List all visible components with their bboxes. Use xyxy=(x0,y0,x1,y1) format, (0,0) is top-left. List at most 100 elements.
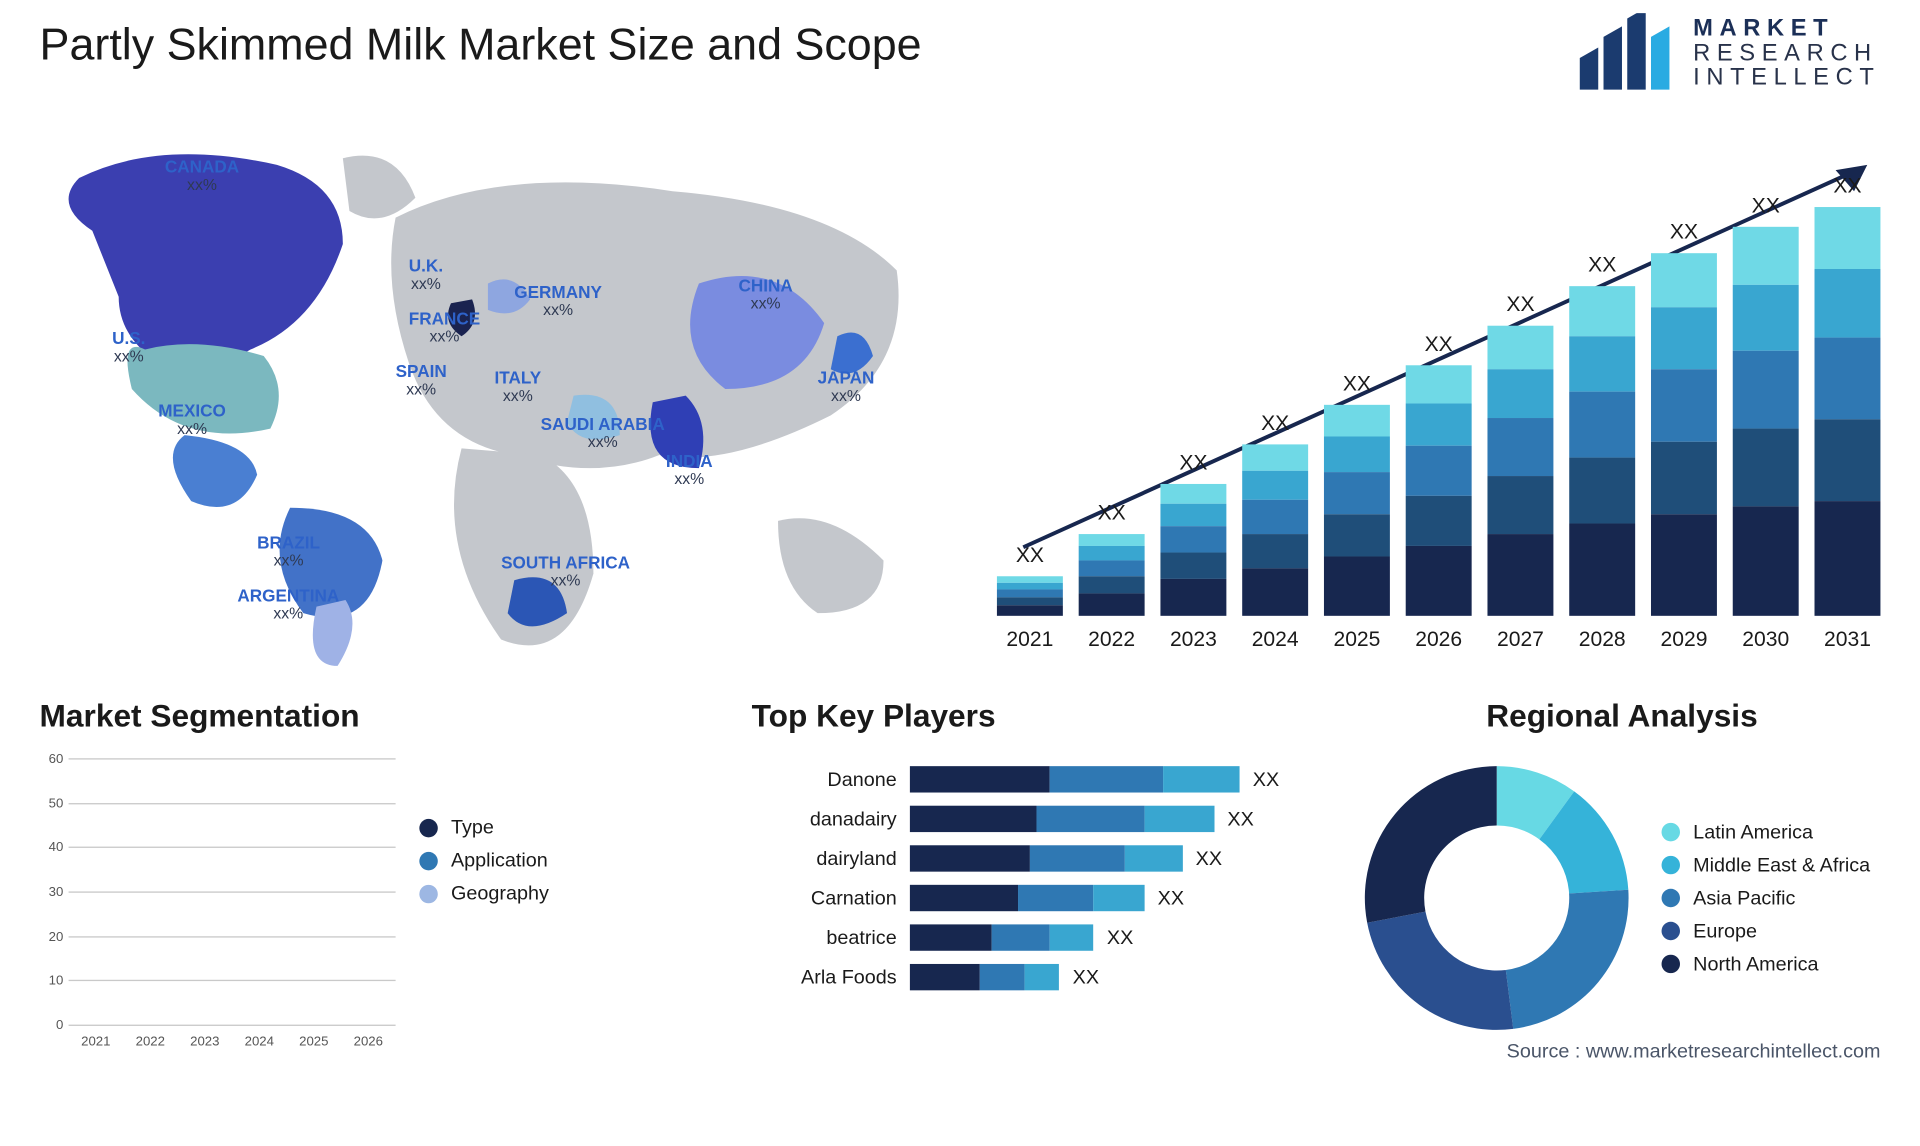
growth-bar: XX xyxy=(1815,207,1881,616)
map-label: SOUTH AFRICAxx% xyxy=(501,554,630,590)
legend-item: Asia Pacific xyxy=(1662,887,1871,909)
player-value: XX xyxy=(1196,847,1222,869)
growth-bar: XX xyxy=(1160,484,1226,616)
legend-item: Geography xyxy=(419,882,549,904)
player-name: Carnation xyxy=(752,878,910,918)
legend-item: North America xyxy=(1662,953,1871,975)
map-label: ARGENTINAxx% xyxy=(237,587,339,623)
segmentation-chart: 0102030405060 202120222023202420252026 xyxy=(40,760,396,1050)
map-label: SAUDI ARABIAxx% xyxy=(541,415,665,451)
legend-item: Application xyxy=(419,849,549,871)
growth-bar-value: XX xyxy=(1506,294,1534,318)
growth-bar-value: XX xyxy=(1098,502,1126,526)
growth-bar: XX xyxy=(1324,405,1390,616)
segmentation-section: Market Segmentation 0102030405060 202120… xyxy=(40,699,726,1050)
legend-item: Europe xyxy=(1662,920,1871,942)
growth-year-label: 2027 xyxy=(1487,629,1553,653)
regional-donut xyxy=(1358,760,1635,1037)
world-map: CANADAxx% U.S.xx% MEXICOxx% BRAZILxx% ARGENT… xyxy=(40,125,937,672)
regional-section: Regional Analysis Latin America Middle Ea… xyxy=(1358,699,1885,1037)
growth-bar-value: XX xyxy=(1261,413,1289,437)
map-label: CANADAxx% xyxy=(165,158,239,194)
player-value: XX xyxy=(1107,926,1133,948)
growth-chart: XXXXXXXXXXXXXXXXXXXXXX 20212022202320242… xyxy=(997,152,1881,653)
map-label: MEXICOxx% xyxy=(158,402,226,438)
growth-year-label: 2030 xyxy=(1733,629,1799,653)
player-row: XX xyxy=(910,957,1332,997)
regional-title: Regional Analysis xyxy=(1358,699,1885,736)
player-row: XX xyxy=(910,760,1332,800)
growth-bar: XX xyxy=(997,576,1063,616)
map-label: ITALYxx% xyxy=(495,369,542,405)
growth-bar: XX xyxy=(1406,365,1472,616)
seg-x-label: 2023 xyxy=(183,1035,227,1050)
map-label: U.S.xx% xyxy=(112,330,145,366)
logo-line-2: RESEARCH xyxy=(1693,40,1880,65)
logo-line-1: MARKET xyxy=(1693,15,1880,40)
growth-year-label: 2024 xyxy=(1242,629,1308,653)
map-label: INDIAxx% xyxy=(666,452,713,488)
player-name: Danone xyxy=(752,760,910,800)
logo-line-3: INTELLECT xyxy=(1693,65,1880,90)
growth-bar-value: XX xyxy=(1588,255,1616,279)
growth-year-label: 2026 xyxy=(1406,629,1472,653)
seg-x-label: 2025 xyxy=(292,1035,336,1050)
donut-slice xyxy=(1506,890,1629,1029)
growth-bar: XX xyxy=(1487,326,1553,616)
growth-bar-value: XX xyxy=(1179,452,1207,476)
legend-item: Latin America xyxy=(1662,821,1871,843)
legend-item: Middle East & Africa xyxy=(1662,854,1871,876)
regional-legend: Latin America Middle East & Africa Asia Pa… xyxy=(1662,810,1871,985)
player-name: Arla Foods xyxy=(752,957,910,997)
growth-bar-value: XX xyxy=(1016,545,1044,569)
seg-x-label: 2026 xyxy=(346,1035,390,1050)
growth-year-label: 2023 xyxy=(1160,629,1226,653)
player-row: XX xyxy=(910,878,1332,918)
growth-bar-value: XX xyxy=(1670,222,1698,246)
player-name: dairyland xyxy=(752,839,910,879)
player-value: XX xyxy=(1227,808,1253,830)
source-text: Source : www.marketresearchintellect.com xyxy=(1507,1040,1881,1062)
map-label: FRANCExx% xyxy=(409,310,480,346)
growth-year-label: 2028 xyxy=(1569,629,1635,653)
brand-logo: MARKET RESEARCH INTELLECT xyxy=(1577,13,1880,92)
logo-icon xyxy=(1577,13,1675,92)
key-players-section: Top Key Players Danonedanadairydairyland… xyxy=(752,699,1332,997)
segmentation-legend: Type Application Geography xyxy=(419,806,549,915)
player-name: beatrice xyxy=(752,918,910,958)
player-value: XX xyxy=(1073,966,1099,988)
growth-year-label: 2029 xyxy=(1651,629,1717,653)
growth-bar-value: XX xyxy=(1425,334,1453,358)
player-row: XX xyxy=(910,799,1332,839)
donut-slice xyxy=(1367,912,1513,1030)
growth-year-label: 2022 xyxy=(1079,629,1145,653)
player-row: XX xyxy=(910,839,1332,879)
growth-bar-value: XX xyxy=(1833,175,1861,199)
seg-x-label: 2021 xyxy=(74,1035,118,1050)
map-label: U.K.xx% xyxy=(409,257,443,293)
growth-year-label: 2031 xyxy=(1815,629,1881,653)
donut-slice xyxy=(1365,766,1497,923)
map-label: GERMANYxx% xyxy=(514,284,602,320)
player-name: danadairy xyxy=(752,799,910,839)
growth-bar-value: XX xyxy=(1752,195,1780,219)
player-row: XX xyxy=(910,918,1332,958)
player-value: XX xyxy=(1158,887,1184,909)
growth-bar-value: XX xyxy=(1343,373,1371,397)
map-label: SPAINxx% xyxy=(396,363,447,399)
map-label: BRAZILxx% xyxy=(257,534,320,570)
growth-year-label: 2021 xyxy=(997,629,1063,653)
growth-bar: XX xyxy=(1733,227,1799,616)
growth-bar: XX xyxy=(1079,534,1145,616)
legend-item: Type xyxy=(419,816,549,838)
growth-bar: XX xyxy=(1569,286,1635,616)
segmentation-title: Market Segmentation xyxy=(40,699,726,736)
player-value: XX xyxy=(1253,768,1279,790)
growth-bar: XX xyxy=(1242,444,1308,615)
growth-bar: XX xyxy=(1651,253,1717,616)
seg-x-label: 2022 xyxy=(128,1035,172,1050)
page-title: Partly Skimmed Milk Market Size and Scop… xyxy=(40,20,922,71)
map-label: JAPANxx% xyxy=(818,369,875,405)
map-label: CHINAxx% xyxy=(738,277,792,313)
growth-year-label: 2025 xyxy=(1324,629,1390,653)
